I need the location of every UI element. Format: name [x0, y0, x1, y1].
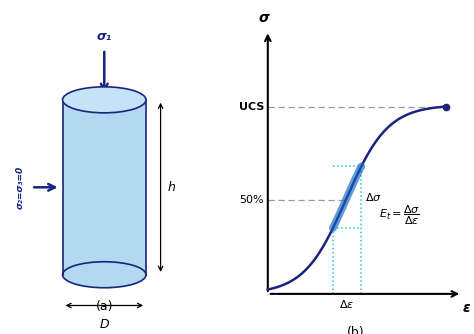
Text: 50%: 50%: [240, 195, 264, 205]
Text: σ₂=σ₃=0: σ₂=σ₃=0: [15, 166, 24, 209]
Text: h: h: [168, 181, 176, 194]
Ellipse shape: [63, 87, 146, 113]
Text: UCS: UCS: [239, 102, 264, 112]
Text: σ: σ: [259, 11, 270, 25]
Text: (a): (a): [96, 300, 113, 313]
Polygon shape: [63, 100, 146, 275]
Text: $\Delta\varepsilon$: $\Delta\varepsilon$: [339, 298, 355, 310]
Text: $\Delta\sigma$: $\Delta\sigma$: [365, 191, 382, 203]
Text: D: D: [100, 319, 109, 331]
Text: (b): (b): [346, 326, 365, 334]
Text: σ₁: σ₁: [97, 30, 112, 43]
Text: ε: ε: [463, 301, 471, 315]
Ellipse shape: [63, 262, 146, 288]
Text: $E_t = \dfrac{\Delta\sigma}{\Delta\varepsilon}$: $E_t = \dfrac{\Delta\sigma}{\Delta\varep…: [379, 203, 420, 226]
